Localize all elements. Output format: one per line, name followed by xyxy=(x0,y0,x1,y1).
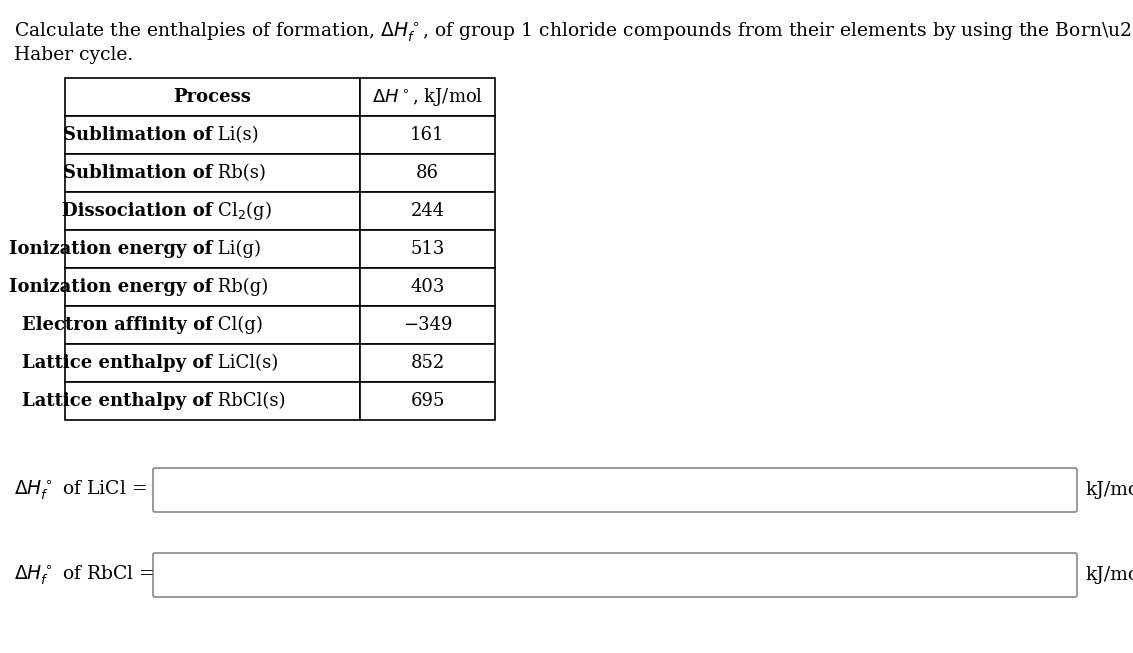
Text: Lattice enthalpy of: Lattice enthalpy of xyxy=(23,392,213,410)
Bar xyxy=(360,268,495,306)
Text: −349: −349 xyxy=(402,316,452,334)
Bar xyxy=(360,116,495,154)
Bar xyxy=(65,382,360,420)
Text: Li(s): Li(s) xyxy=(213,126,259,144)
Text: Electron affinity of: Electron affinity of xyxy=(22,316,213,334)
Bar xyxy=(360,192,495,230)
Text: LiCl(s): LiCl(s) xyxy=(213,354,279,372)
Text: Rb(s): Rb(s) xyxy=(213,164,266,182)
Text: RbCl(s): RbCl(s) xyxy=(213,392,286,410)
Text: Process: Process xyxy=(173,88,252,106)
Text: Sublimation of: Sublimation of xyxy=(63,164,213,182)
Bar xyxy=(65,268,360,306)
Bar xyxy=(360,230,495,268)
Text: $\Delta H_f^\circ$ of RbCl =: $\Delta H_f^\circ$ of RbCl = xyxy=(14,564,154,587)
Text: 695: 695 xyxy=(410,392,444,410)
Bar xyxy=(65,78,360,116)
Bar xyxy=(65,154,360,192)
Bar xyxy=(360,306,495,344)
Text: kJ/mol: kJ/mol xyxy=(1085,481,1133,499)
Text: Lattice enthalpy of: Lattice enthalpy of xyxy=(23,354,213,372)
FancyBboxPatch shape xyxy=(153,553,1077,597)
Text: Sublimation of: Sublimation of xyxy=(63,126,213,144)
Text: 403: 403 xyxy=(410,278,444,296)
Text: Li(g): Li(g) xyxy=(213,240,262,258)
Text: 513: 513 xyxy=(410,240,444,258)
Bar xyxy=(360,154,495,192)
Text: kJ/mol: kJ/mol xyxy=(1085,566,1133,584)
Text: Ionization energy of: Ionization energy of xyxy=(9,240,213,258)
Text: $\Delta H_f^\circ$ of LiCl =: $\Delta H_f^\circ$ of LiCl = xyxy=(14,478,147,502)
Text: $\Delta H^\circ$, kJ/mol: $\Delta H^\circ$, kJ/mol xyxy=(372,86,483,108)
Text: Rb(g): Rb(g) xyxy=(213,278,269,296)
Text: Cl(g): Cl(g) xyxy=(213,316,263,334)
Bar xyxy=(65,192,360,230)
Text: 161: 161 xyxy=(410,126,445,144)
Text: Cl$_2$(g): Cl$_2$(g) xyxy=(213,200,273,223)
Bar xyxy=(360,78,495,116)
Text: Ionization energy of: Ionization energy of xyxy=(9,278,213,296)
Bar xyxy=(360,344,495,382)
Text: Calculate the enthalpies of formation, $\Delta H_f^\circ$, of group 1 chloride c: Calculate the enthalpies of formation, $… xyxy=(14,21,1133,44)
Text: 244: 244 xyxy=(410,202,444,220)
Text: 86: 86 xyxy=(416,164,438,182)
Text: 852: 852 xyxy=(410,354,444,372)
Bar xyxy=(360,382,495,420)
Text: Dissociation of: Dissociation of xyxy=(62,202,213,220)
Bar xyxy=(65,306,360,344)
Text: Haber cycle.: Haber cycle. xyxy=(14,46,134,64)
Bar xyxy=(65,230,360,268)
Bar xyxy=(65,116,360,154)
Bar xyxy=(65,344,360,382)
FancyBboxPatch shape xyxy=(153,468,1077,512)
